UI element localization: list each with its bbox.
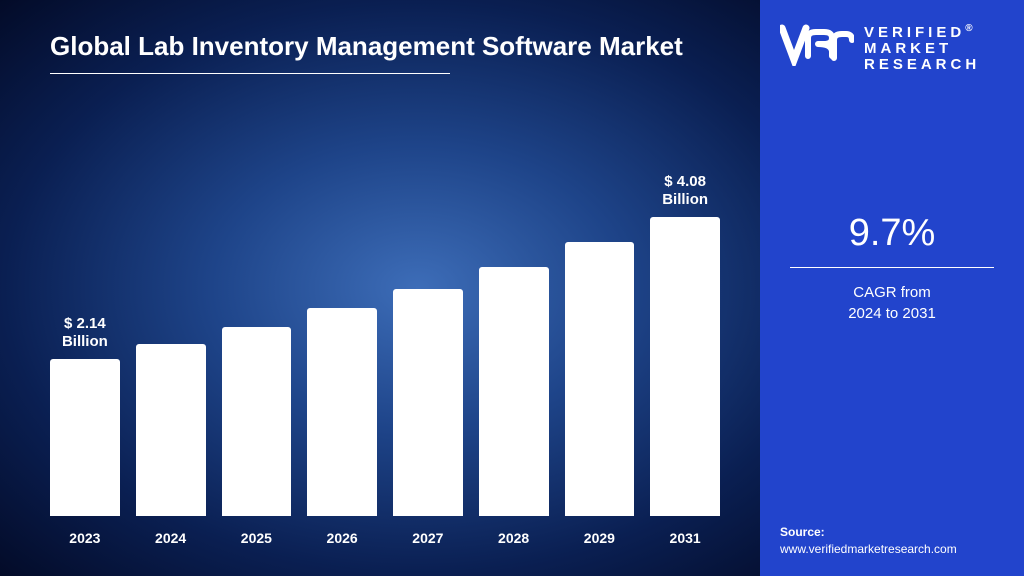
bar-wrap: $ 2.14Billion bbox=[50, 136, 120, 516]
cagr-block: 9.7% CAGR from 2024 to 2031 bbox=[780, 212, 1004, 324]
bar-wrap bbox=[565, 136, 635, 516]
bar-annotation: $ 2.14Billion bbox=[62, 315, 108, 351]
bar bbox=[650, 217, 720, 516]
logo-line2: MARKET bbox=[864, 41, 980, 57]
logo-line3: RESEARCH bbox=[864, 57, 980, 73]
brand-logo: VERIFIED® MARKET RESEARCH bbox=[780, 24, 1004, 72]
cagr-caption-l2: 2024 to 2031 bbox=[848, 305, 936, 322]
bar bbox=[393, 289, 463, 516]
bars-container: $ 2.14Billion $ 4.08Billion bbox=[50, 136, 720, 516]
source-label: Source: bbox=[780, 525, 825, 539]
sidebar-panel: VERIFIED® MARKET RESEARCH 9.7% CAGR from… bbox=[760, 0, 1024, 576]
bar-wrap bbox=[136, 136, 206, 516]
logo-mark-icon bbox=[780, 24, 854, 66]
x-axis-label: 2026 bbox=[307, 530, 377, 546]
logo-text: VERIFIED® MARKET RESEARCH bbox=[864, 24, 980, 72]
bar bbox=[50, 359, 120, 516]
title-divider bbox=[50, 73, 450, 74]
bar bbox=[222, 327, 292, 516]
page-title: Global Lab Inventory Management Software… bbox=[50, 30, 720, 63]
bar-wrap bbox=[222, 136, 292, 516]
x-axis-label: 2025 bbox=[222, 530, 292, 546]
x-axis-label: 2024 bbox=[136, 530, 206, 546]
logo-line1: VERIFIED bbox=[864, 24, 965, 41]
cagr-divider bbox=[790, 267, 994, 268]
bar-chart: $ 2.14Billion$ 4.08Billion 2023202420252… bbox=[50, 116, 720, 546]
chart-panel: Global Lab Inventory Management Software… bbox=[0, 0, 760, 576]
cagr-value: 9.7% bbox=[780, 212, 1004, 255]
bar bbox=[565, 242, 635, 516]
x-axis-label: 2029 bbox=[565, 530, 635, 546]
x-axis-label: 2023 bbox=[50, 530, 120, 546]
bar bbox=[479, 267, 549, 516]
cagr-caption-l1: CAGR from bbox=[853, 284, 931, 301]
bar bbox=[136, 344, 206, 516]
x-axis-label: 2031 bbox=[650, 530, 720, 546]
bar-wrap bbox=[307, 136, 377, 516]
cagr-caption: CAGR from 2024 to 2031 bbox=[780, 282, 1004, 324]
source-citation: Source: www.verifiedmarketresearch.com bbox=[780, 524, 1004, 558]
x-axis-label: 2028 bbox=[479, 530, 549, 546]
bar-annotation: $ 4.08Billion bbox=[662, 173, 708, 209]
bar bbox=[307, 308, 377, 516]
bar-wrap bbox=[393, 136, 463, 516]
x-axis-labels: 2023 2024 2025 2026 2027 2028 2029 2031 bbox=[50, 530, 720, 546]
bar-wrap: $ 4.08Billion bbox=[650, 136, 720, 516]
source-url: www.verifiedmarketresearch.com bbox=[780, 542, 957, 556]
bar-wrap bbox=[479, 136, 549, 516]
x-axis-label: 2027 bbox=[393, 530, 463, 546]
registered-icon: ® bbox=[965, 23, 972, 34]
